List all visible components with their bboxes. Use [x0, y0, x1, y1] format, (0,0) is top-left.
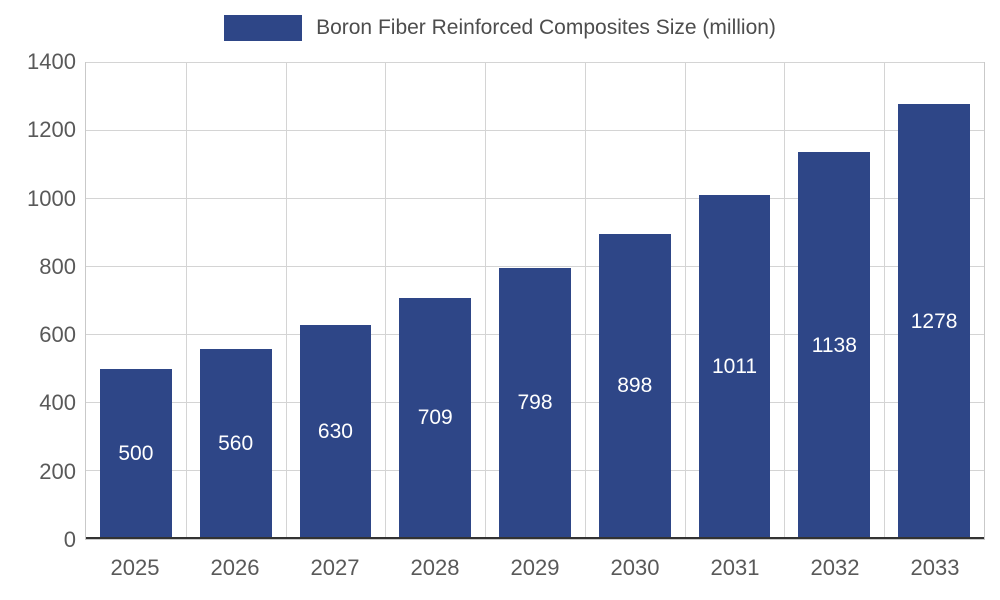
x-axis-line: [86, 537, 984, 539]
y-tick-label: 600: [39, 322, 76, 348]
bar-value-label: 630: [317, 419, 353, 443]
y-tick-label: 1000: [27, 185, 76, 211]
y-tick-label: 400: [39, 390, 76, 416]
gridline-vertical: [684, 63, 686, 539]
legend-label: Boron Fiber Reinforced Composites Size (…: [316, 16, 776, 39]
bar-value-label: 1138: [811, 333, 857, 357]
bar-2028: 709: [399, 297, 472, 539]
bar-value-label: 560: [218, 431, 254, 455]
x-tick-label: 2025: [110, 555, 160, 580]
gridline-horizontal: [86, 198, 984, 199]
x-tick-label: 2033: [910, 555, 960, 580]
bar-value-label: 500: [118, 442, 154, 465]
x-tick-label: 2027: [310, 555, 360, 580]
bar-value-label: 1011: [711, 355, 758, 379]
gridline-vertical: [584, 63, 586, 539]
bar-value-label: 798: [517, 391, 553, 415]
gridline-vertical: [185, 63, 187, 539]
y-tick-label: 800: [39, 253, 76, 279]
gridline-horizontal: [86, 130, 984, 131]
y-tick-label: 1200: [27, 117, 76, 143]
bar-value-label: 898: [617, 374, 653, 398]
y-tick-label: 1400: [27, 49, 76, 74]
bar-2031: 1011: [698, 195, 771, 539]
gridline-vertical: [485, 63, 487, 539]
gridline-vertical: [385, 63, 387, 539]
gridline-vertical: [784, 63, 786, 539]
gridline-horizontal: [86, 266, 984, 267]
x-tick-label: 2026: [210, 555, 260, 580]
gridline-vertical: [884, 63, 886, 539]
legend: Boron Fiber Reinforced Composites Size (…: [0, 15, 1000, 41]
x-tick-label: 2029: [510, 555, 560, 580]
y-tick-label: 200: [39, 458, 76, 484]
bar-2030: 898: [598, 233, 671, 539]
gridline-horizontal: [86, 62, 984, 63]
bar-value-label: 1278: [910, 309, 958, 333]
bar-2029: 798: [499, 267, 571, 539]
bar-2026: 560: [199, 348, 272, 539]
x-axis: 2025 2026 2027 2028 2029 2030 2031 2032 2033: [85, 549, 985, 585]
gridline-vertical: [285, 63, 287, 539]
x-tick-label: 2028: [410, 555, 460, 580]
bar-value-label: 709: [417, 406, 453, 430]
plot-area: 500 560 630 709 798 898 1011 1138 1278: [85, 62, 985, 540]
legend-swatch: [224, 15, 303, 41]
bar-2032: 1138: [798, 152, 871, 539]
x-tick-label: 2032: [810, 555, 860, 580]
y-axis: 0 200 400 600 800 1000 1200 1400: [0, 49, 76, 552]
y-tick-label: 0: [63, 527, 76, 552]
x-tick-label: 2030: [610, 555, 660, 580]
bar-2033: 1278: [898, 104, 971, 539]
x-tick-label: 2031: [710, 555, 760, 580]
bar-2027: 630: [299, 324, 372, 539]
bar-2025: 500: [99, 369, 172, 539]
